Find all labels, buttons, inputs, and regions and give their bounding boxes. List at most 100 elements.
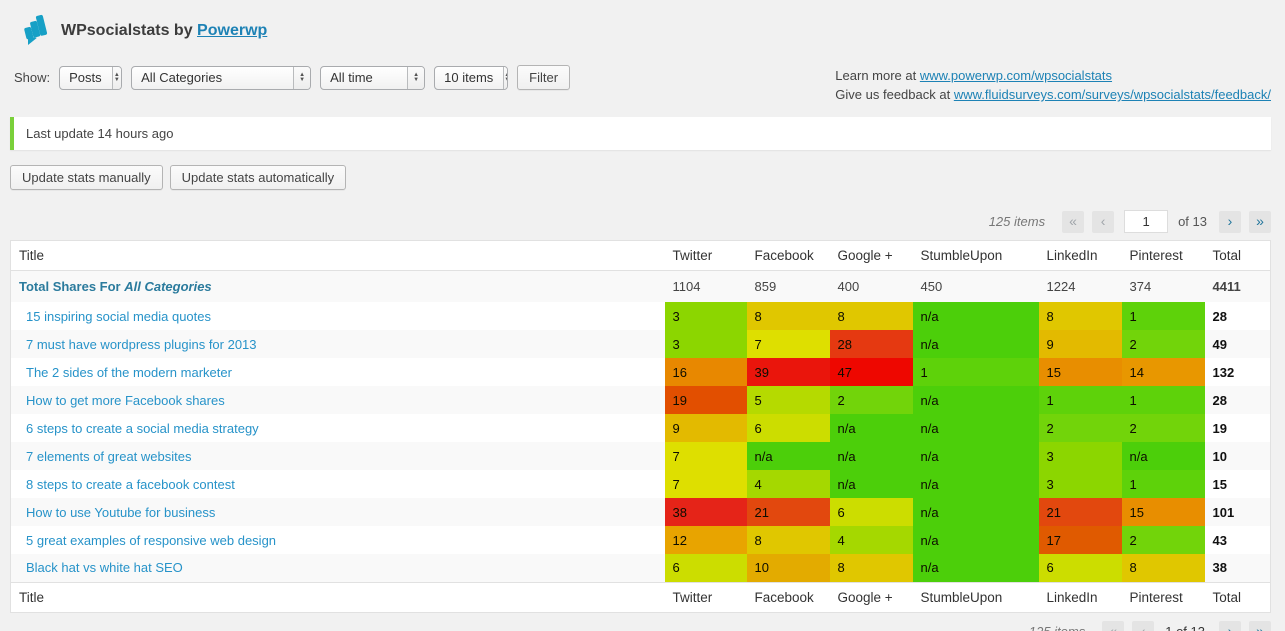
column-header-google: Google + [829, 240, 913, 271]
post-title-cell: 6 steps to create a social media strateg… [11, 414, 665, 442]
post-title-link[interactable]: Black hat vs white hat SEO [26, 560, 183, 576]
heat-cell-twitter: 3 [664, 330, 747, 358]
post-title-link[interactable]: 5 great examples of responsive web desig… [26, 532, 277, 548]
learn-more-link[interactable]: www.powerwp.com/wpsocialstats [919, 68, 1113, 83]
summary-row: Total Shares For All Categories 1104 859 40… [10, 270, 1271, 303]
heat-cell-twitter: 12 [664, 526, 747, 554]
table-row: 7 elements of great websites 7 n/a n/a n/a 3 n… [10, 442, 1271, 470]
heat-cell-twitter: 7 [664, 442, 747, 470]
first-page-button[interactable]: « [1062, 210, 1085, 233]
heat-cell-google: 47 [829, 358, 913, 386]
heat-cell-pinterest: 8 [1121, 554, 1205, 582]
last-page-button[interactable]: » [1249, 620, 1271, 631]
heat-cell-twitter: 7 [664, 470, 747, 498]
table-row: 6 steps to create a social media strateg… [11, 414, 1271, 442]
heat-cell-google: n/a [829, 414, 913, 442]
heat-cell-google: 8 [829, 554, 913, 582]
row-total: 132 [1212, 364, 1235, 380]
summary-title-prefix: Total Shares For [19, 279, 125, 294]
row-total: 19 [1212, 420, 1227, 436]
select-count[interactable]: 10 items ▲▼ [434, 65, 509, 90]
post-title-link[interactable]: 15 inspiring social media quotes [26, 308, 211, 324]
heat-cell-twitter: 9 [664, 414, 747, 442]
heat-cell-facebook: n/a [746, 442, 830, 470]
select-categories[interactable]: All Categories ▲ ▼ [131, 65, 312, 90]
row-total: 38 [1212, 560, 1227, 576]
summary-title: Total Shares For All Categories [11, 271, 665, 303]
next-page-button[interactable]: › [1219, 210, 1241, 233]
heat-cell-facebook: 39 [746, 358, 830, 386]
table-row: 8 steps to create a facebook contest 7 4 n/… [11, 470, 1271, 498]
page-title-text: WPsocialstats by [61, 21, 198, 39]
update-stats-manually-button[interactable]: Update stats manually [10, 165, 163, 190]
prev-page-button[interactable]: ‹ [1132, 620, 1155, 631]
heat-cell-pinterest: 2 [1121, 414, 1205, 442]
last-page-button[interactable]: » [1249, 210, 1271, 233]
pagination-bottom: 125 items « ‹ 1 of 13 › » [10, 620, 1271, 631]
column-header-pinterest: Pinterest [1121, 240, 1205, 271]
select-categories-value: All Categories [141, 69, 223, 85]
post-title-link[interactable]: 6 steps to create a social media strateg… [26, 420, 259, 436]
column-header-twitter: Twitter [664, 581, 747, 612]
heat-cell-google: n/a [829, 442, 913, 470]
post-title-link[interactable]: How to get more Facebook shares [26, 392, 225, 408]
heat-cell-google: 2 [829, 386, 913, 414]
last-update-notice: Last update 14 hours ago [10, 117, 1271, 150]
heat-cell-pinterest: 2 [1121, 330, 1205, 358]
last-update-text: Last update 14 hours ago [26, 126, 174, 141]
page-title: WPsocialstats by Powerwp [61, 22, 267, 40]
summary-value-stumbleupon: 450 [920, 279, 943, 294]
filter-button[interactable]: Filter [517, 65, 571, 90]
heat-cell-linkedin: 9 [1038, 330, 1122, 358]
table-footer-row: Title Twitter Facebook Google + StumbleUpon L… [10, 581, 1271, 612]
post-title-cell: 7 must have wordpress plugins for 2013 [11, 330, 665, 358]
heat-cell-pinterest: 14 [1121, 358, 1205, 386]
first-page-button[interactable]: « [1102, 620, 1125, 631]
post-title-cell: 5 great examples of responsive web desig… [11, 526, 665, 554]
current-page-input[interactable] [1124, 210, 1169, 233]
post-title-cell: How to use Youtube for business [11, 498, 665, 526]
learn-more-line: Learn more at www.powerwp.com/wpsocialst… [835, 66, 1271, 85]
heat-cell-twitter: 16 [664, 358, 747, 386]
post-title-cell: 15 inspiring social media quotes [11, 302, 665, 330]
heat-cell-google: 4 [829, 526, 913, 554]
filter-bar: Show: Posts ▲ ▼ All Categories ▲ ▼ All time ▲ ▼ 1… [10, 65, 1271, 104]
page-position-label: 1 of 13 [1165, 624, 1205, 631]
select-period-value: All time [330, 69, 373, 85]
post-title-link[interactable]: 7 must have wordpress plugins for 2013 [26, 336, 257, 352]
row-total: 15 [1212, 476, 1227, 492]
select-period[interactable]: All time ▲ ▼ [320, 65, 426, 90]
update-stats-automatically-button[interactable]: Update stats automatically [169, 165, 347, 190]
post-title-link[interactable]: 8 steps to create a facebook contest [26, 476, 235, 492]
prev-page-button[interactable]: ‹ [1092, 210, 1115, 233]
post-title-link[interactable]: The 2 sides of the modern marketer [26, 364, 232, 380]
heat-cell-google: 28 [829, 330, 913, 358]
table-row: How to get more Facebook shares 19 5 2 n/a 1 1… [10, 386, 1271, 414]
row-total: 10 [1212, 448, 1227, 464]
select-posts[interactable]: Posts ▲ ▼ [59, 65, 123, 90]
post-title-cell: Black hat vs white hat SEO [11, 554, 665, 582]
heat-cell-stumbleupon: n/a [912, 302, 1039, 330]
next-page-button[interactable]: › [1219, 620, 1241, 631]
heat-cell-stumbleupon: n/a [912, 442, 1039, 470]
heat-cell-twitter: 3 [664, 302, 747, 330]
filter-selects: Posts ▲ ▼ All Categories ▲ ▼ All time ▲ ▼ 10 item… [59, 65, 509, 90]
powerwp-brand-link[interactable]: Powerwp [197, 21, 268, 39]
feedback-link[interactable]: www.fluidsurveys.com/surveys/wpsocialsta… [953, 87, 1271, 102]
heat-cell-linkedin: 3 [1038, 442, 1122, 470]
heat-cell-facebook: 8 [746, 302, 830, 330]
heat-cell-pinterest: 2 [1121, 526, 1205, 554]
column-header-total: Total [1204, 581, 1271, 612]
post-title-cell: 7 elements of great websites [11, 442, 665, 470]
summary-total: 4411 [1212, 279, 1241, 294]
heat-cell-google: 8 [829, 302, 913, 330]
summary-value-pinterest: 374 [1129, 279, 1152, 294]
post-title-link[interactable]: How to use Youtube for business [26, 504, 216, 520]
heat-cell-facebook: 5 [746, 386, 830, 414]
post-title-link[interactable]: 7 elements of great websites [26, 448, 192, 464]
select-posts-value: Posts [69, 69, 102, 85]
row-total: 49 [1212, 336, 1227, 352]
heat-cell-twitter: 38 [664, 498, 747, 526]
heat-cell-linkedin: 15 [1038, 358, 1122, 386]
